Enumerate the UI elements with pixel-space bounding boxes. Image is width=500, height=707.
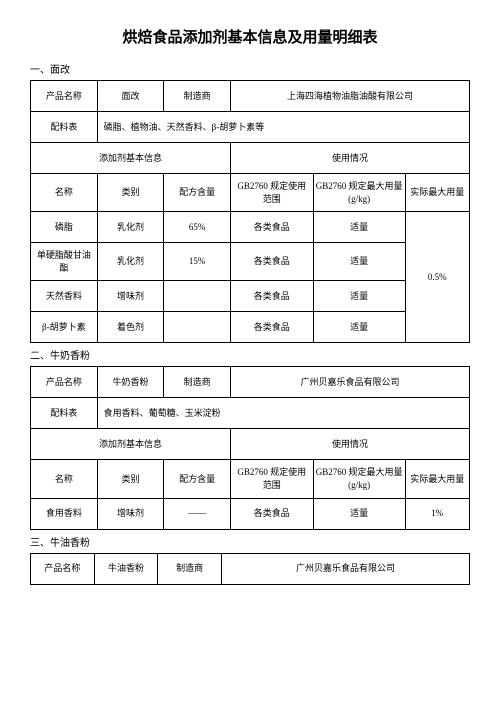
cell: 适量 — [313, 312, 405, 343]
cell: 各类食品 — [230, 498, 313, 529]
cell: 着色剂 — [97, 312, 164, 343]
cell: 增味剂 — [97, 498, 164, 529]
section2-label: 二、牛奶香粉 — [30, 347, 470, 362]
cell: 类别 — [97, 460, 164, 498]
cell: 使用情况 — [230, 429, 469, 460]
cell: 适量 — [313, 243, 405, 281]
cell: 添加剂基本信息 — [31, 429, 231, 460]
cell: GB2760 规定使用范围 — [230, 460, 313, 498]
cell: 食用香料、葡萄糖、玉米淀粉 — [97, 398, 469, 429]
cell: GB2760 规定最大用量(g/kg) — [313, 460, 405, 498]
cell: 乳化剂 — [97, 212, 164, 243]
cell — [164, 281, 231, 312]
cell: 乳化剂 — [97, 243, 164, 281]
cell: 名称 — [31, 460, 98, 498]
cell: 实际最大用量 — [405, 460, 469, 498]
cell: 15% — [164, 243, 231, 281]
cell: 单硬脂酸甘油酯 — [31, 243, 98, 281]
cell: 产品名称 — [31, 367, 98, 398]
cell: 制造商 — [164, 81, 231, 112]
cell: 实际最大用量 — [405, 174, 469, 212]
cell: 使用情况 — [230, 143, 469, 174]
cell: 65% — [164, 212, 231, 243]
cell: 各类食品 — [230, 243, 313, 281]
cell: 面改 — [97, 81, 164, 112]
cell: 各类食品 — [230, 312, 313, 343]
cell: 适量 — [313, 281, 405, 312]
cell: 适量 — [313, 498, 405, 529]
cell: 各类食品 — [230, 212, 313, 243]
cell: 适量 — [313, 212, 405, 243]
section1-table: 产品名称 面改 制造商 上海四海植物油脂油酸有限公司 配料表 磷脂、植物油、天然… — [30, 80, 470, 343]
section3-table: 产品名称 牛油香粉 制造商 广州贝嘉乐食品有限公司 — [30, 553, 470, 585]
cell: 类别 — [97, 174, 164, 212]
cell: 食用香料 — [31, 498, 98, 529]
cell: 产品名称 — [31, 553, 95, 584]
cell: 广州贝嘉乐食品有限公司 — [230, 367, 469, 398]
cell: 上海四海植物油脂油酸有限公司 — [230, 81, 469, 112]
cell: β-胡萝卜素 — [31, 312, 98, 343]
cell: —— — [164, 498, 231, 529]
cell: GB2760 规定使用范围 — [230, 174, 313, 212]
cell: 增味剂 — [97, 281, 164, 312]
section3-label: 三、牛油香粉 — [30, 534, 470, 549]
cell: 0.5% — [405, 212, 469, 343]
cell: 配方含量 — [164, 174, 231, 212]
page-title: 烘焙食品添加剂基本信息及用量明细表 — [30, 26, 470, 47]
section1-label: 一、面改 — [30, 61, 470, 76]
cell: 配料表 — [31, 398, 98, 429]
cell: 1% — [405, 498, 469, 529]
cell: 配料表 — [31, 112, 98, 143]
cell: 磷脂 — [31, 212, 98, 243]
cell: GB2760 规定最大用量(g/kg) — [313, 174, 405, 212]
cell: 产品名称 — [31, 81, 98, 112]
cell: 广州贝嘉乐食品有限公司 — [221, 553, 469, 584]
cell: 磷脂、植物油、天然香料、β-胡萝卜素等 — [97, 112, 469, 143]
cell: 牛奶香粉 — [97, 367, 164, 398]
cell: 配方含量 — [164, 460, 231, 498]
cell: 牛油香粉 — [94, 553, 158, 584]
cell: 各类食品 — [230, 281, 313, 312]
cell: 名称 — [31, 174, 98, 212]
cell — [164, 312, 231, 343]
section2-table: 产品名称 牛奶香粉 制造商 广州贝嘉乐食品有限公司 配料表 食用香料、葡萄糖、玉… — [30, 366, 470, 529]
cell: 添加剂基本信息 — [31, 143, 231, 174]
cell: 制造商 — [164, 367, 231, 398]
cell: 天然香料 — [31, 281, 98, 312]
cell: 制造商 — [158, 553, 222, 584]
